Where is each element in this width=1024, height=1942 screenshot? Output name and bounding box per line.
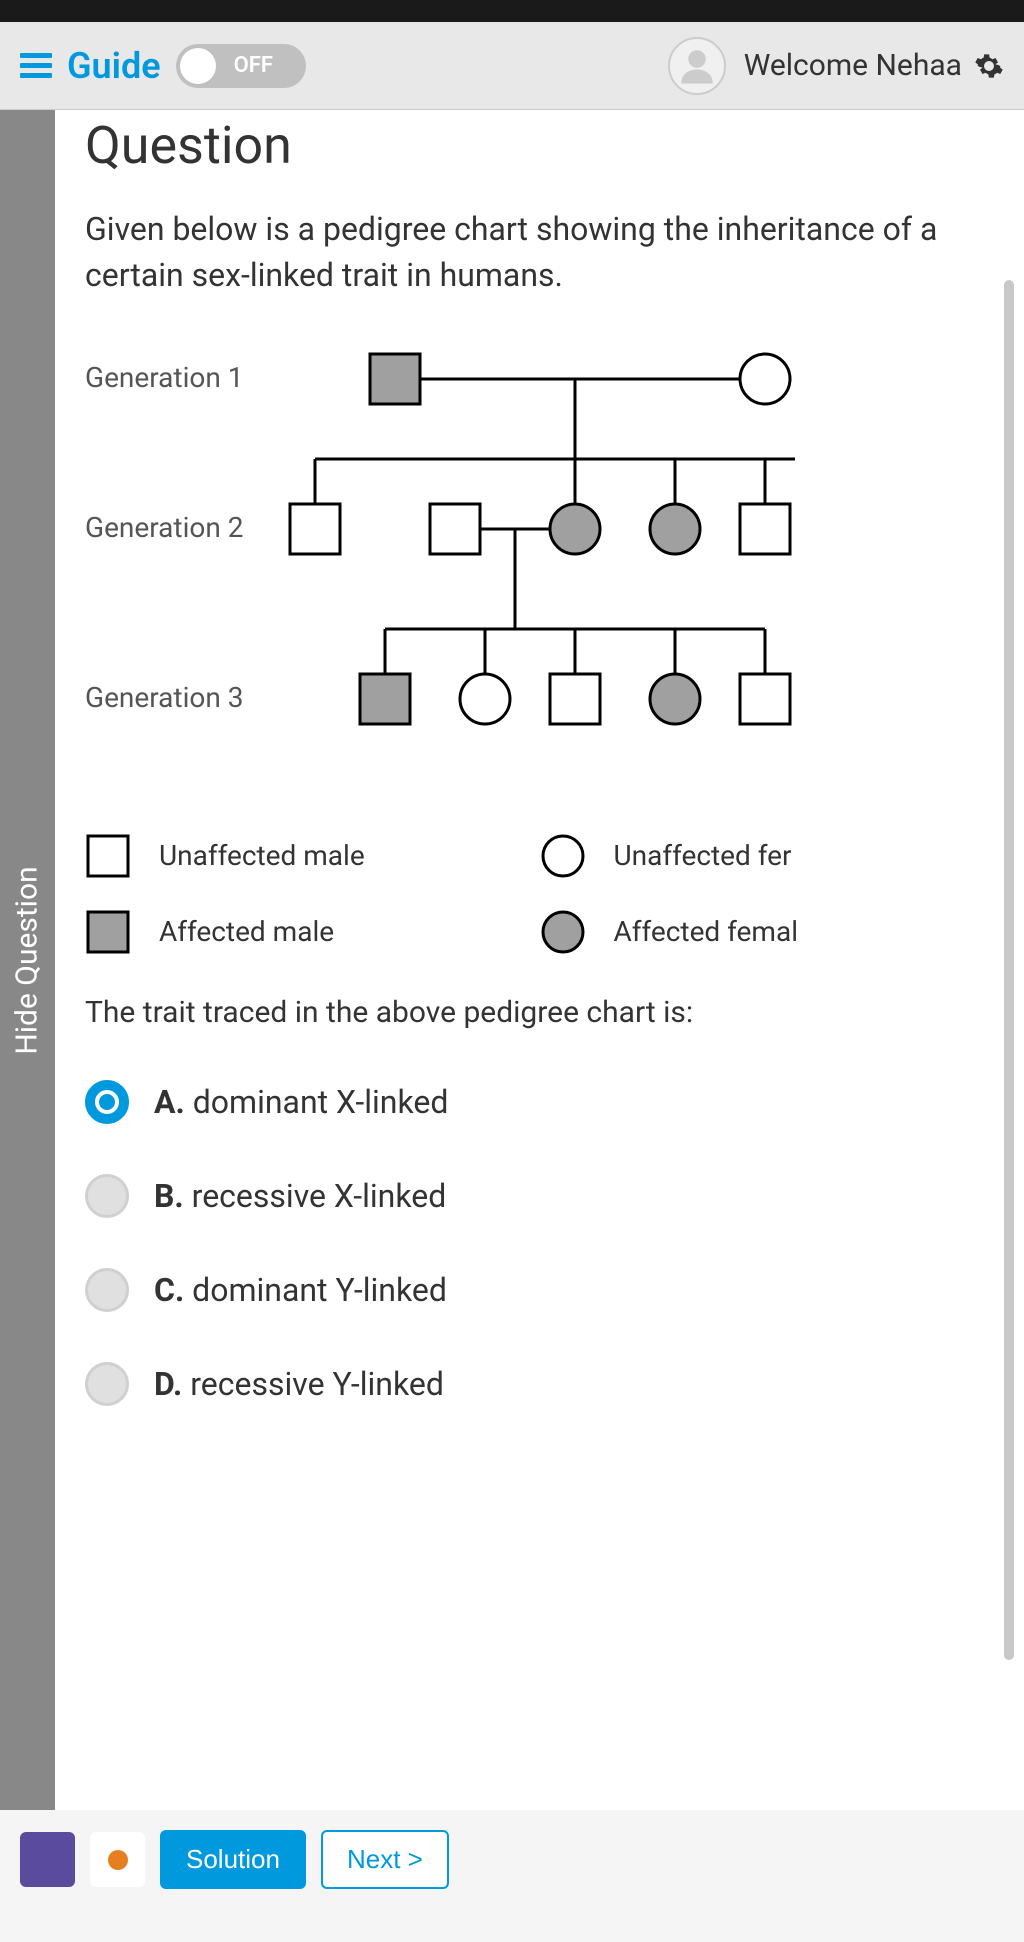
svg-text:Generation 1: Generation 1: [85, 361, 243, 394]
svg-text:Generation 2: Generation 2: [85, 511, 243, 544]
legend-unaffected-male: Unaffected male: [85, 833, 540, 879]
option-A[interactable]: A. dominant X-linked: [85, 1080, 994, 1124]
question-title: Question: [85, 115, 994, 176]
legend: Unaffected male Unaffected fer Affected …: [85, 833, 994, 955]
legend-unaffected-female: Unaffected fer: [540, 833, 995, 879]
question-text: Given below is a pedigree chart showing …: [85, 206, 994, 299]
option-text: B. recessive X-linked: [154, 1177, 446, 1215]
pedigree-svg: Generation 1 Generation 2 Generation 3: [85, 339, 985, 769]
hide-question-label: Hide Question: [10, 866, 45, 1054]
header: Guide OFF Welcome Nehaa: [0, 22, 1024, 110]
scrollbar[interactable]: [1004, 280, 1014, 1780]
pedigree-chart: Generation 1 Generation 2 Generation 3: [85, 339, 994, 773]
option-B[interactable]: B. recessive X-linked: [85, 1174, 994, 1218]
radio-button[interactable]: [85, 1080, 129, 1124]
followup-text: The trait traced in the above pedigree c…: [85, 995, 994, 1030]
toggle-knob: [180, 48, 216, 84]
legend-affected-female: Affected femal: [540, 909, 995, 955]
menu-icon[interactable]: [20, 48, 52, 83]
option-text: A. dominant X-linked: [154, 1083, 448, 1121]
gear-icon[interactable]: [974, 51, 1004, 81]
hide-question-sidebar[interactable]: Hide Question: [0, 110, 55, 1810]
footer-purple-button[interactable]: [20, 1832, 75, 1887]
option-text: D. recessive Y-linked: [154, 1365, 444, 1403]
option-D[interactable]: D. recessive Y-linked: [85, 1362, 994, 1406]
main: Hide Question Question Given below is a …: [0, 110, 1024, 1810]
option-C[interactable]: C. dominant Y-linked: [85, 1268, 994, 1312]
radio-button[interactable]: [85, 1362, 129, 1406]
footer: Solution Next >: [0, 1810, 1024, 1909]
radio-button[interactable]: [85, 1268, 129, 1312]
top-bar: [0, 0, 1024, 22]
footer-record-button[interactable]: [90, 1832, 145, 1887]
avatar[interactable]: [668, 37, 726, 95]
guide-toggle[interactable]: OFF: [176, 44, 306, 88]
content: Question Given below is a pedigree chart…: [55, 110, 1024, 1810]
option-text: C. dominant Y-linked: [154, 1271, 447, 1309]
solution-button[interactable]: Solution: [160, 1830, 306, 1889]
options: A. dominant X-linked B. recessive X-linke…: [85, 1080, 994, 1406]
radio-button[interactable]: [85, 1174, 129, 1218]
svg-text:Generation 3: Generation 3: [85, 681, 243, 714]
toggle-state: OFF: [234, 53, 273, 78]
scrollbar-thumb[interactable]: [1004, 280, 1014, 1660]
guide-label[interactable]: Guide: [67, 45, 161, 87]
next-button[interactable]: Next >: [321, 1830, 449, 1889]
legend-affected-male: Affected male: [85, 909, 540, 955]
welcome-text: Welcome Nehaa: [744, 48, 962, 83]
